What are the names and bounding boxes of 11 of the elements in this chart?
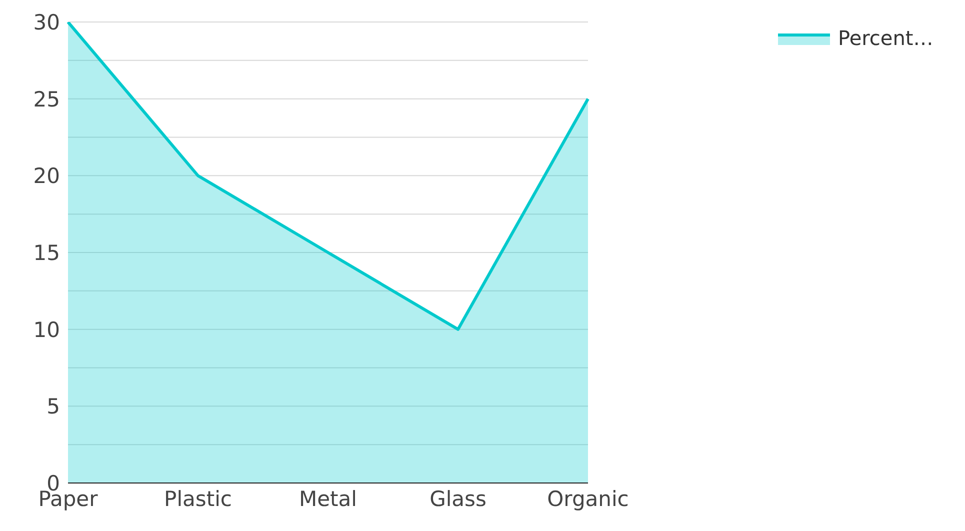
y-tick-label: 30 bbox=[33, 10, 60, 34]
y-tick-label: 15 bbox=[33, 240, 60, 265]
y-tick-label: 25 bbox=[33, 87, 60, 112]
legend-label: Percent… bbox=[838, 26, 934, 50]
x-tick-label: Glass bbox=[430, 486, 486, 511]
x-tick-label: Metal bbox=[299, 486, 357, 511]
x-tick-label: Plastic bbox=[164, 486, 232, 511]
y-tick-label: 20 bbox=[33, 164, 60, 188]
y-tick-label: 5 bbox=[46, 394, 60, 419]
x-tick-label: Organic bbox=[547, 486, 629, 511]
y-tick-label: 10 bbox=[33, 318, 60, 342]
